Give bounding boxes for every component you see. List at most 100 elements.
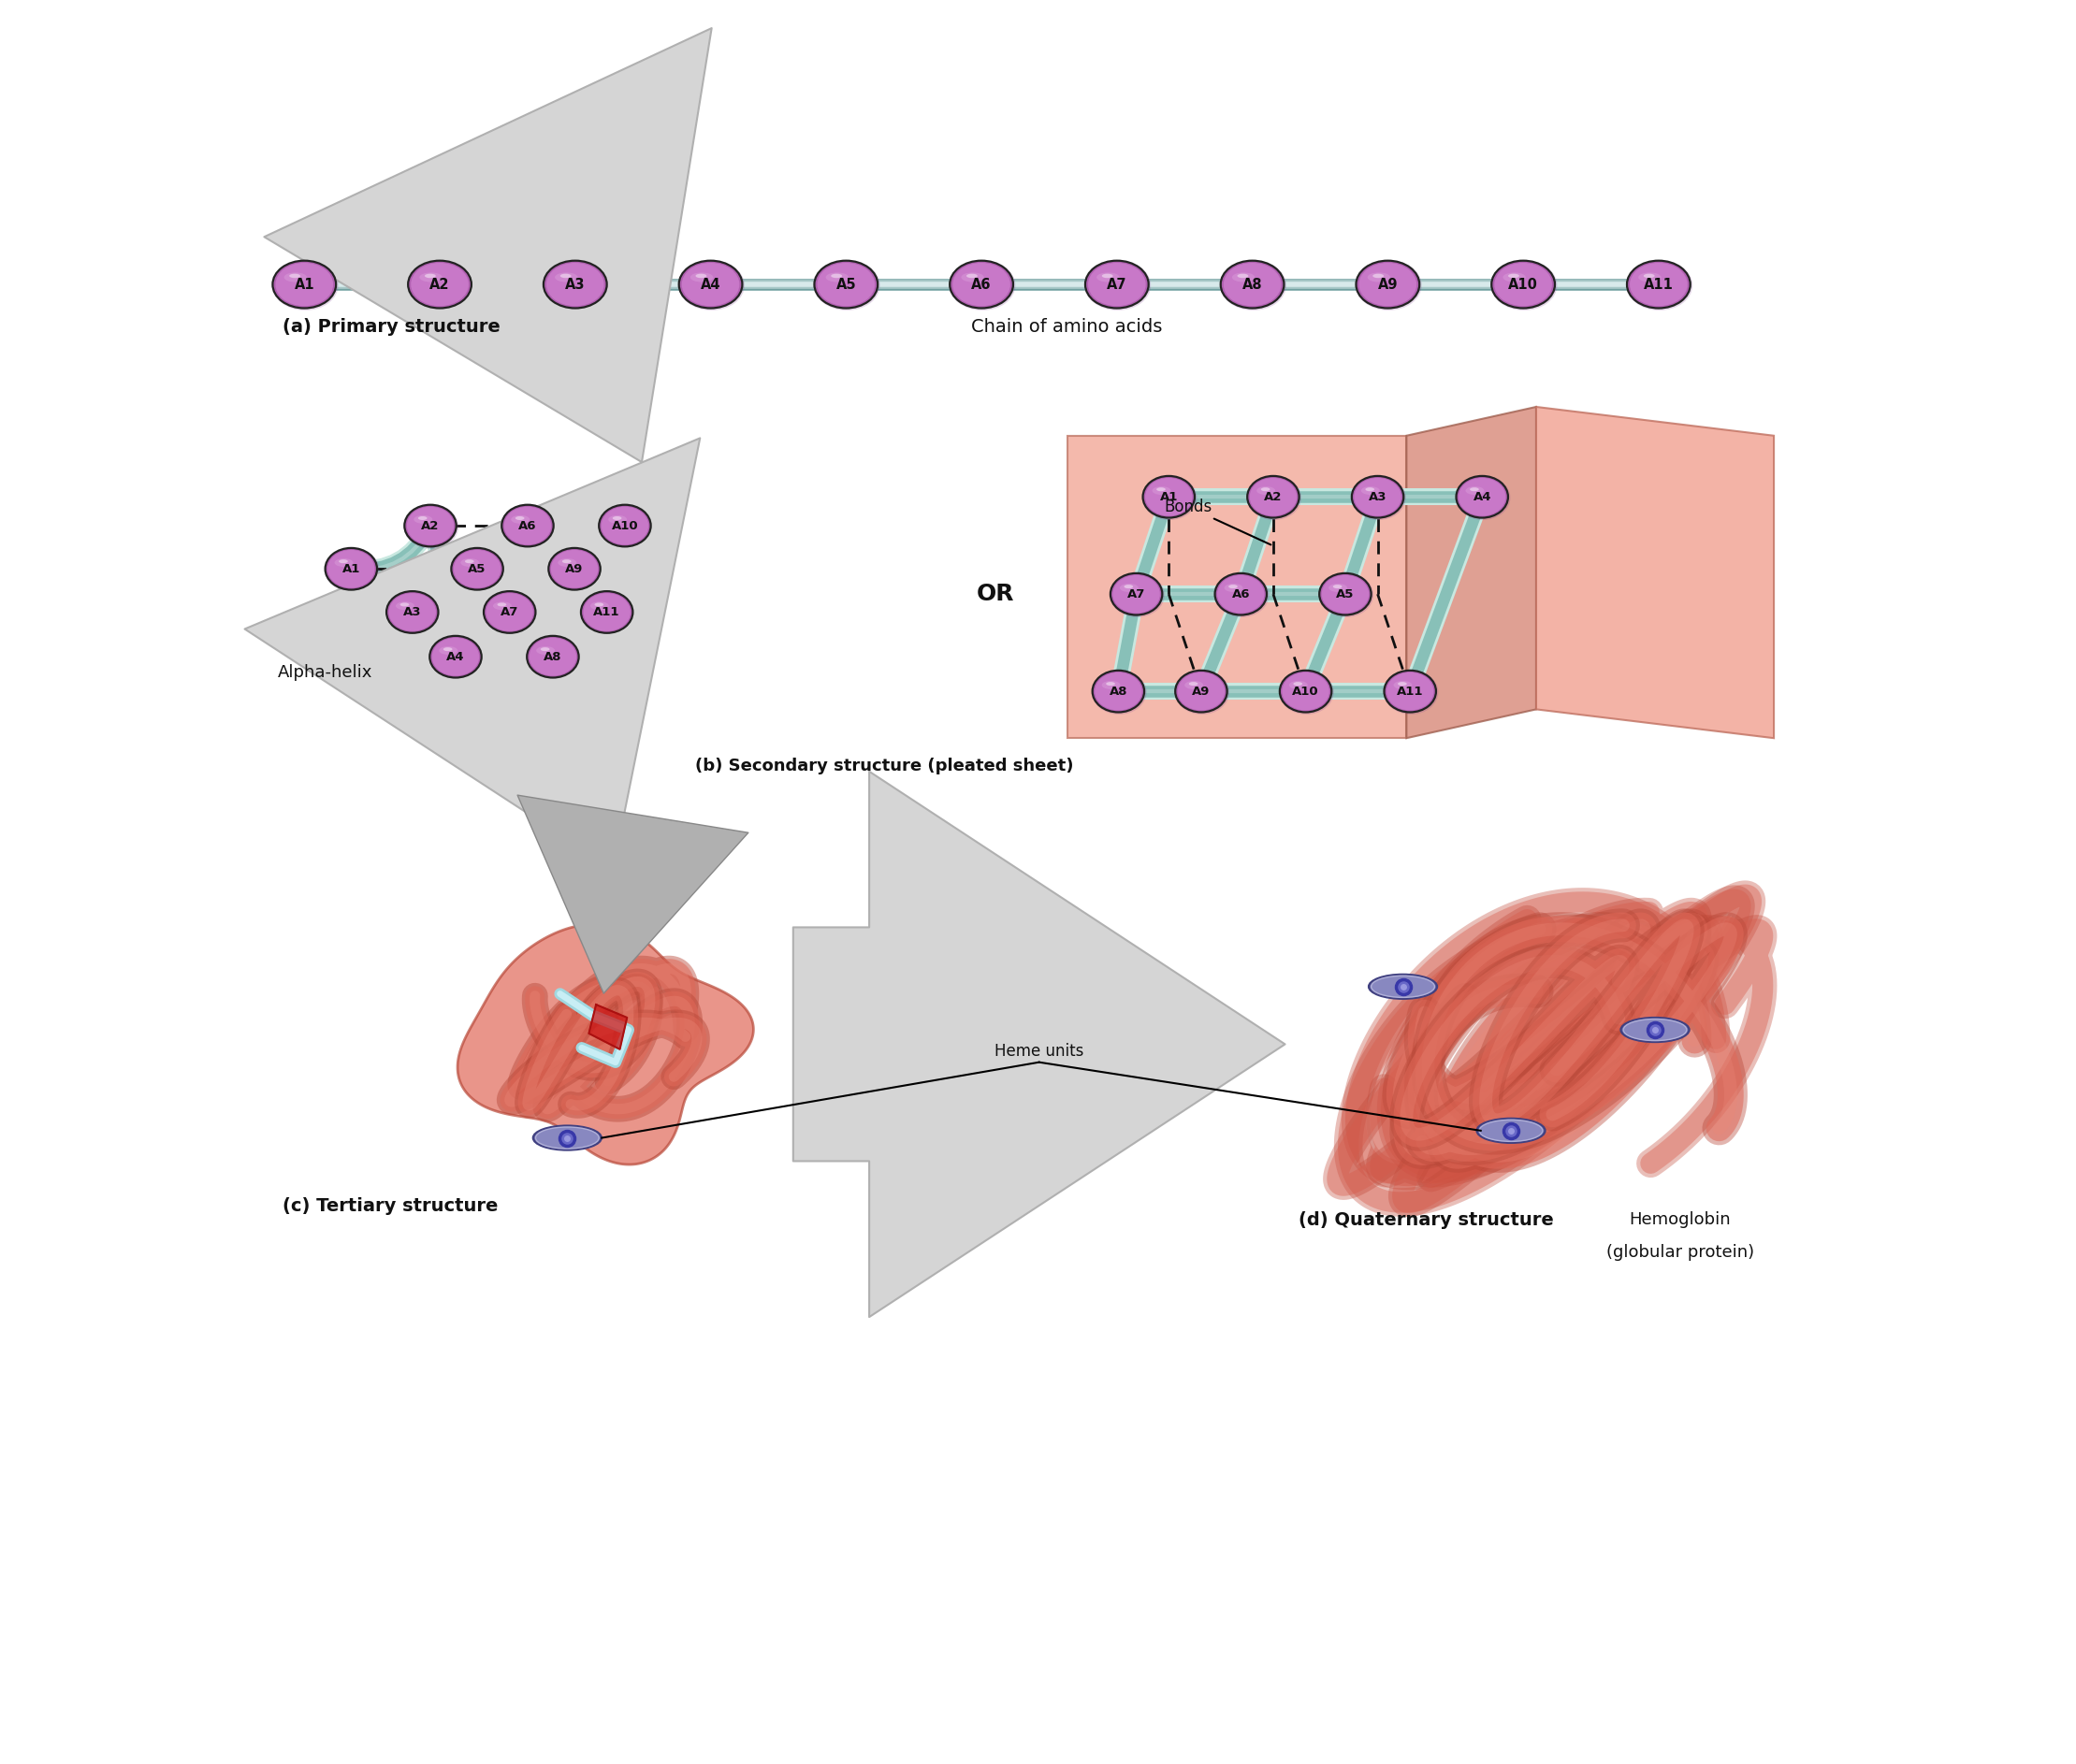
Ellipse shape: [1470, 487, 1478, 490]
Ellipse shape: [1111, 573, 1163, 616]
Ellipse shape: [500, 505, 556, 549]
Ellipse shape: [612, 517, 621, 520]
Ellipse shape: [1092, 670, 1144, 713]
Ellipse shape: [1221, 261, 1285, 309]
Text: A11: A11: [594, 607, 621, 617]
Text: A10: A10: [1291, 684, 1318, 697]
Polygon shape: [1408, 407, 1536, 737]
Ellipse shape: [1366, 487, 1374, 490]
Ellipse shape: [1111, 573, 1165, 617]
Ellipse shape: [953, 263, 1011, 305]
Ellipse shape: [681, 263, 739, 305]
Ellipse shape: [1393, 681, 1412, 690]
Text: A8: A8: [1241, 277, 1262, 291]
Ellipse shape: [544, 259, 608, 310]
Ellipse shape: [695, 273, 706, 279]
Ellipse shape: [1360, 263, 1416, 305]
Ellipse shape: [1283, 672, 1329, 711]
Text: A4: A4: [1474, 490, 1491, 503]
Ellipse shape: [405, 505, 459, 549]
Ellipse shape: [1142, 476, 1198, 520]
Ellipse shape: [558, 559, 577, 566]
Ellipse shape: [679, 261, 743, 309]
Ellipse shape: [814, 259, 880, 310]
Text: A2: A2: [421, 520, 440, 531]
Ellipse shape: [608, 515, 627, 524]
Ellipse shape: [1221, 259, 1287, 310]
Ellipse shape: [289, 273, 301, 279]
Ellipse shape: [498, 603, 507, 607]
Text: A3: A3: [403, 607, 421, 617]
Ellipse shape: [1455, 476, 1507, 519]
Ellipse shape: [484, 591, 536, 633]
Ellipse shape: [453, 550, 500, 587]
Ellipse shape: [444, 647, 453, 651]
Text: A5: A5: [837, 277, 855, 291]
Ellipse shape: [511, 515, 529, 524]
Ellipse shape: [1383, 670, 1439, 714]
Polygon shape: [1067, 436, 1408, 737]
Text: A1: A1: [295, 277, 313, 291]
Ellipse shape: [1123, 584, 1133, 589]
Ellipse shape: [1638, 272, 1661, 282]
Ellipse shape: [1455, 476, 1511, 520]
Ellipse shape: [598, 505, 654, 549]
Text: A10: A10: [612, 520, 637, 531]
Ellipse shape: [409, 261, 471, 309]
Text: A5: A5: [469, 563, 486, 575]
Ellipse shape: [1152, 487, 1171, 494]
Ellipse shape: [397, 602, 415, 610]
Ellipse shape: [1229, 584, 1237, 589]
Ellipse shape: [561, 273, 571, 279]
Ellipse shape: [430, 635, 482, 677]
Ellipse shape: [540, 647, 550, 651]
Text: A9: A9: [565, 563, 583, 575]
Ellipse shape: [1092, 670, 1146, 714]
Ellipse shape: [492, 602, 511, 610]
Ellipse shape: [1623, 1020, 1686, 1041]
Ellipse shape: [484, 591, 538, 635]
Text: A3: A3: [1368, 490, 1387, 503]
Ellipse shape: [1626, 259, 1692, 310]
Ellipse shape: [527, 635, 579, 677]
Ellipse shape: [1397, 683, 1408, 686]
Ellipse shape: [1320, 573, 1370, 616]
Ellipse shape: [1094, 672, 1142, 711]
Ellipse shape: [949, 259, 1015, 310]
Ellipse shape: [1175, 670, 1227, 713]
Ellipse shape: [1351, 476, 1403, 519]
Text: A7: A7: [1127, 587, 1146, 600]
Ellipse shape: [548, 549, 600, 589]
Ellipse shape: [430, 635, 484, 679]
Ellipse shape: [554, 272, 577, 282]
Ellipse shape: [544, 261, 606, 309]
Ellipse shape: [830, 273, 843, 279]
Ellipse shape: [1628, 261, 1690, 309]
Ellipse shape: [691, 272, 714, 282]
Ellipse shape: [1495, 263, 1553, 305]
Ellipse shape: [814, 261, 878, 309]
Ellipse shape: [536, 1127, 600, 1148]
Ellipse shape: [1480, 1120, 1542, 1141]
Text: A8: A8: [1109, 684, 1127, 697]
Text: A7: A7: [1107, 277, 1127, 291]
Ellipse shape: [1279, 670, 1335, 714]
Ellipse shape: [426, 273, 436, 279]
Text: A11: A11: [1397, 684, 1424, 697]
Ellipse shape: [1214, 573, 1268, 617]
Ellipse shape: [1279, 670, 1331, 713]
Ellipse shape: [548, 547, 602, 593]
Text: A6: A6: [519, 520, 538, 531]
Text: OR: OR: [978, 582, 1015, 605]
Text: (globular protein): (globular protein): [1607, 1244, 1754, 1261]
Text: A6: A6: [1231, 587, 1250, 600]
Ellipse shape: [461, 559, 480, 566]
Text: (d) Quaternary structure: (d) Quaternary structure: [1298, 1212, 1553, 1230]
Ellipse shape: [272, 261, 336, 309]
Ellipse shape: [534, 1125, 602, 1150]
Ellipse shape: [1084, 259, 1150, 310]
Ellipse shape: [324, 547, 380, 593]
Ellipse shape: [411, 263, 469, 305]
Ellipse shape: [1466, 487, 1484, 494]
Ellipse shape: [961, 272, 984, 282]
